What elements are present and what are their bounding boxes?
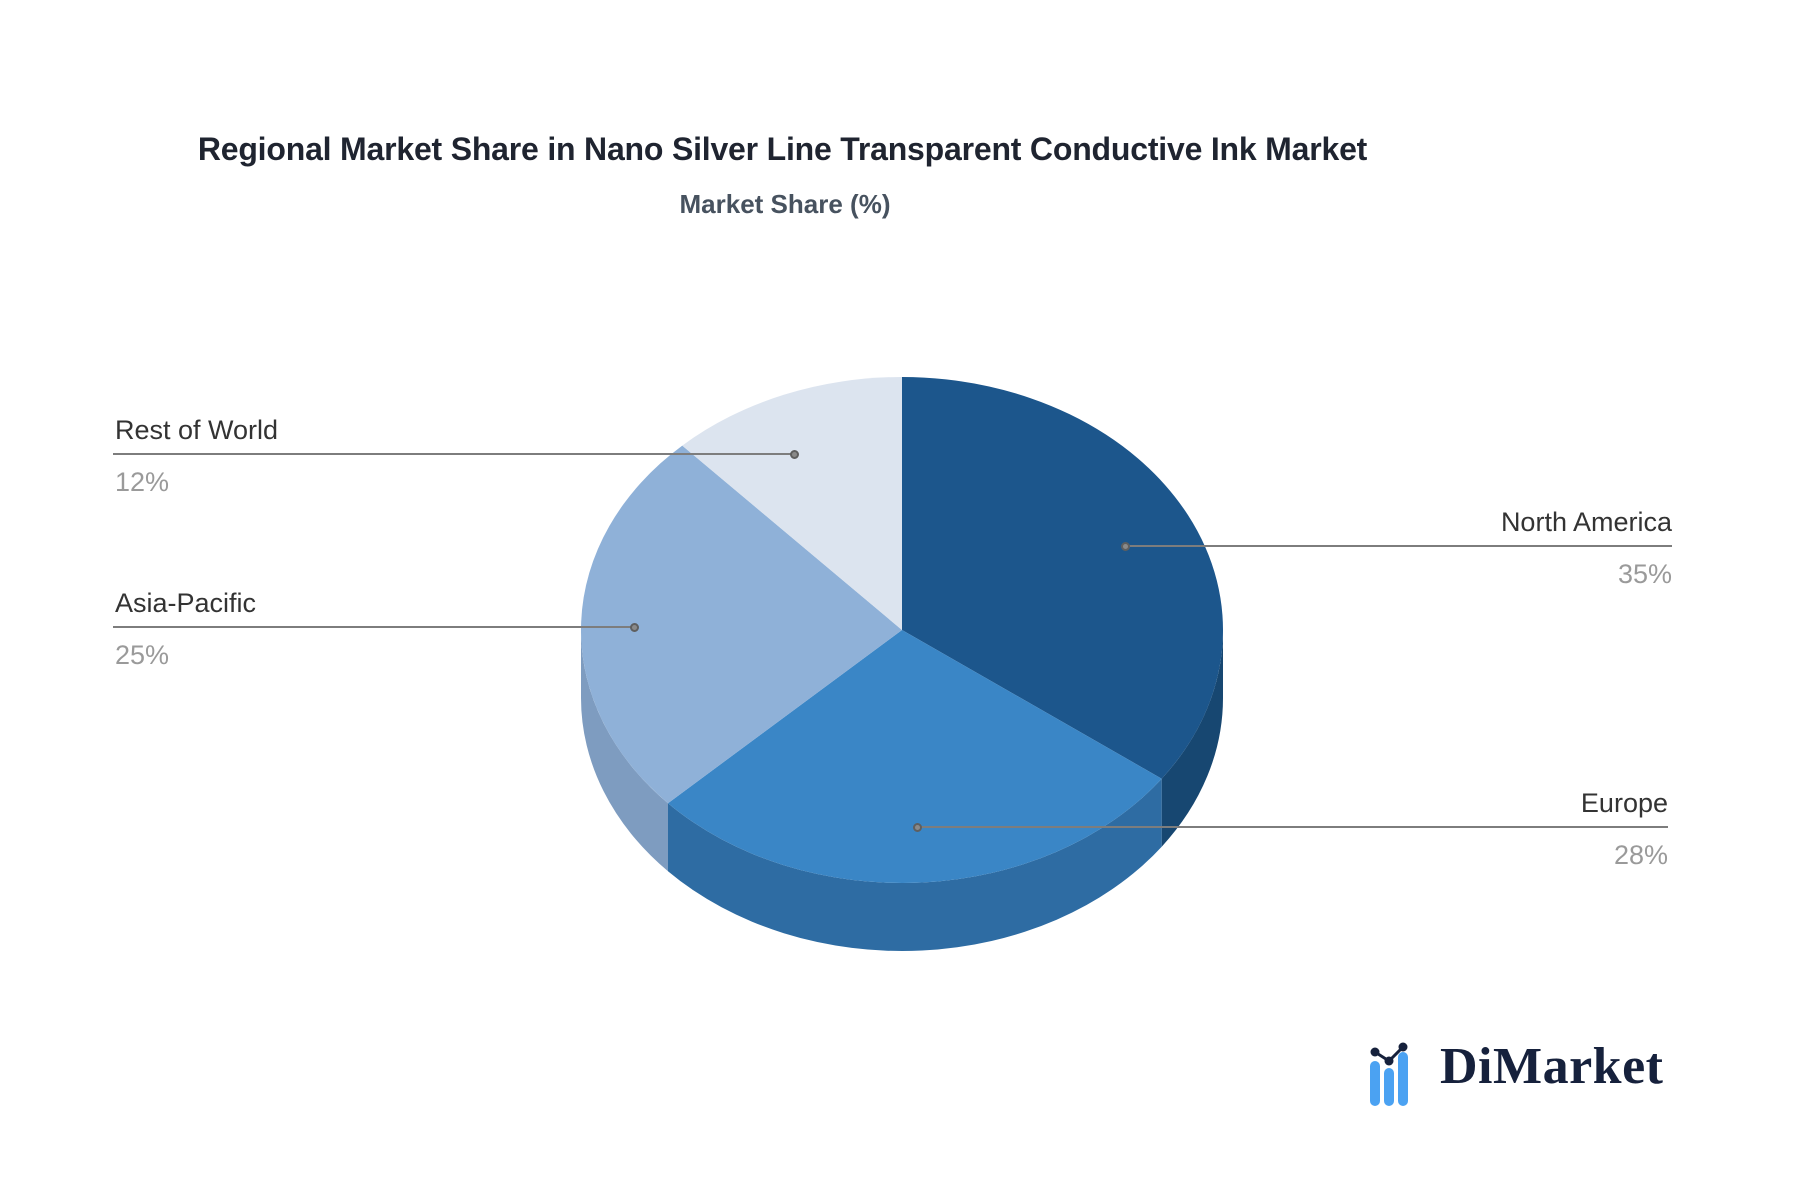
- leader-line-north-america: [1125, 545, 1672, 547]
- slice-label-europe: Europe: [1580, 788, 1668, 818]
- slice-value-asia-pacific: 25%: [115, 640, 170, 670]
- pie-slice-north-america[interactable]: [902, 377, 1223, 779]
- leader-dot-europe: [913, 823, 922, 832]
- pie-slice-side-asia-pacific: [581, 630, 669, 872]
- slice-label-north-america: North America: [1500, 507, 1672, 537]
- slice-label-asia-pacific: Asia-Pacific: [115, 588, 257, 618]
- leader-line-asia-pacific: [113, 626, 635, 628]
- slice-label-rest-of-world: Rest of World: [115, 415, 279, 445]
- slice-value-rest-of-world: 12%: [115, 467, 170, 497]
- dimarket-logo-icon: [1370, 1042, 1408, 1106]
- leader-dot-asia-pacific: [630, 623, 639, 632]
- pie-slice-rest-of-world[interactable]: [682, 377, 902, 630]
- leader-line-europe: [917, 826, 1668, 828]
- leader-line-rest-of-world: [113, 453, 795, 455]
- dimarket-logo-text: DiMarket: [1440, 1038, 1664, 1095]
- dimarket-logo: DiMarket: [1368, 1038, 1664, 1108]
- chart-subtitle: Market Share (%): [679, 189, 891, 219]
- pie-slice-side-north-america: [1161, 630, 1223, 847]
- leader-dot-rest-of-world: [790, 450, 799, 459]
- slice-value-europe: 28%: [1613, 840, 1668, 870]
- leader-dot-north-america: [1121, 542, 1130, 551]
- pie-slice-side-europe: [668, 778, 1162, 951]
- slice-value-north-america: 35%: [1617, 559, 1672, 589]
- chart-title: Regional Market Share in Nano Silver Lin…: [197, 131, 1368, 167]
- pie-slice-europe[interactable]: [668, 630, 1162, 884]
- pie-slice-asia-pacific[interactable]: [581, 445, 902, 804]
